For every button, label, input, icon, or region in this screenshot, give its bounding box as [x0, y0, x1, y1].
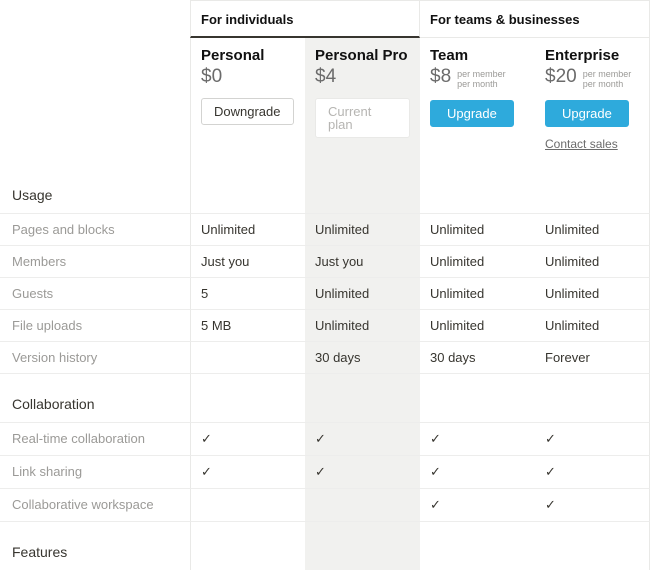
- table-cell: [305, 489, 420, 522]
- table-cell: Unlimited: [420, 278, 535, 310]
- upgrade-team-button[interactable]: Upgrade: [430, 100, 514, 127]
- pricing-table: For individuals For teams & businesses P…: [0, 0, 670, 570]
- header-teams: For teams & businesses: [420, 0, 650, 38]
- table-cell: Unlimited: [190, 214, 305, 246]
- table-cell: 5: [190, 278, 305, 310]
- table-cell: ✓: [535, 456, 650, 489]
- table-cell: Unlimited: [305, 278, 420, 310]
- table-cell: 30 days: [420, 342, 535, 374]
- table-cell: ✓: [420, 489, 535, 522]
- header-individuals: For individuals: [190, 0, 420, 38]
- row-label-history: Version history: [0, 342, 190, 374]
- plan-price: $0: [201, 66, 222, 88]
- table-cell: ✓: [190, 456, 305, 489]
- table-cell: ✓: [420, 456, 535, 489]
- table-cell: ✓: [190, 423, 305, 456]
- section-usage: Usage: [0, 165, 190, 214]
- table-cell: ✓: [305, 456, 420, 489]
- blank-corner: [0, 0, 190, 38]
- plan-personal-pro: Personal Pro $4 Current plan: [305, 38, 420, 165]
- table-cell: ✓: [535, 489, 650, 522]
- table-cell: ✓: [420, 423, 535, 456]
- section-collaboration: Collaboration: [0, 374, 190, 423]
- plan-enterprise: Enterprise $20 per memberper month Upgra…: [535, 38, 650, 165]
- row-label-pages: Pages and blocks: [0, 214, 190, 246]
- table-cell: Unlimited: [420, 246, 535, 278]
- price-note: per memberper month: [457, 70, 506, 90]
- table-cell: [190, 489, 305, 522]
- price-note: per memberper month: [583, 70, 632, 90]
- table-cell: Unlimited: [535, 246, 650, 278]
- upgrade-enterprise-button[interactable]: Upgrade: [545, 100, 629, 127]
- contact-sales-link[interactable]: Contact sales: [545, 137, 618, 151]
- plan-name: Personal: [201, 47, 295, 64]
- plan-price: $20: [545, 66, 577, 88]
- plan-price: $4: [315, 66, 336, 88]
- table-cell: Unlimited: [535, 310, 650, 342]
- row-label-link: Link sharing: [0, 456, 190, 489]
- blank-plans: [0, 38, 190, 165]
- row-label-uploads: File uploads: [0, 310, 190, 342]
- plan-name: Personal Pro: [315, 47, 410, 64]
- table-cell: Unlimited: [535, 278, 650, 310]
- downgrade-button[interactable]: Downgrade: [201, 98, 294, 125]
- table-cell: Unlimited: [305, 310, 420, 342]
- plan-price: $8: [430, 66, 451, 88]
- table-cell: Just you: [305, 246, 420, 278]
- table-cell: Unlimited: [535, 214, 650, 246]
- plan-team: Team $8 per memberper month Upgrade: [420, 38, 535, 165]
- table-cell: [190, 342, 305, 374]
- plan-name: Team: [430, 47, 525, 64]
- row-label-rtc: Real-time collaboration: [0, 423, 190, 456]
- section-features: Features: [0, 522, 190, 570]
- plan-personal: Personal $0 Downgrade: [190, 38, 305, 165]
- table-cell: Unlimited: [305, 214, 420, 246]
- table-cell: 30 days: [305, 342, 420, 374]
- table-cell: ✓: [535, 423, 650, 456]
- table-cell: Unlimited: [420, 310, 535, 342]
- row-label-guests: Guests: [0, 278, 190, 310]
- table-cell: ✓: [305, 423, 420, 456]
- plan-name: Enterprise: [545, 47, 639, 64]
- table-cell: Forever: [535, 342, 650, 374]
- row-label-members: Members: [0, 246, 190, 278]
- current-plan-button: Current plan: [315, 98, 410, 138]
- row-label-workspace: Collaborative workspace: [0, 489, 190, 522]
- table-cell: Unlimited: [420, 214, 535, 246]
- table-cell: Just you: [190, 246, 305, 278]
- table-cell: 5 MB: [190, 310, 305, 342]
